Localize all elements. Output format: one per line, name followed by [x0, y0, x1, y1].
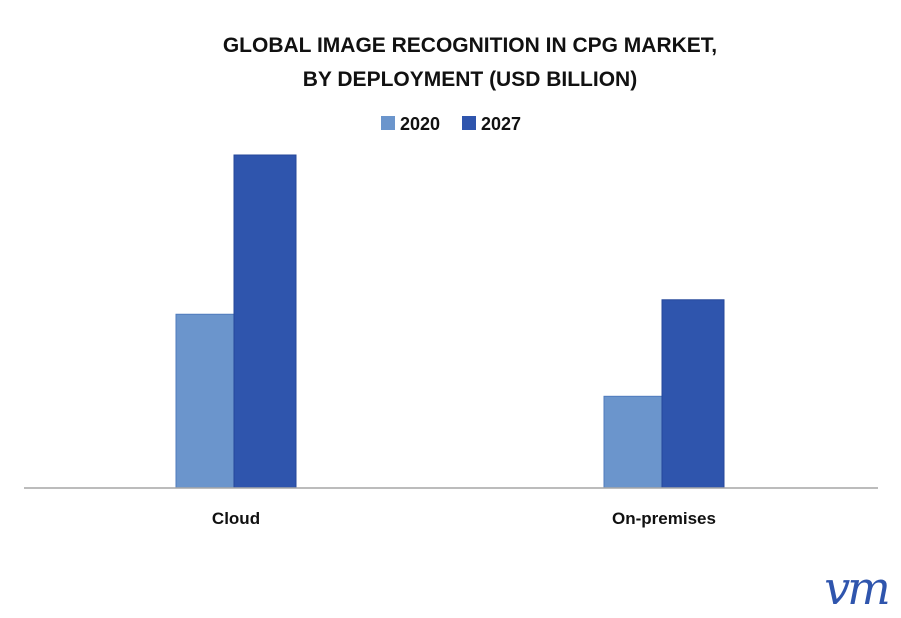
bar-cloud-2020 — [175, 313, 235, 489]
legend-label-2020: 2020 — [400, 114, 440, 134]
x-tick-label-cloud: Cloud — [212, 509, 260, 528]
chart-title: GLOBAL IMAGE RECOGNITION IN CPG MARKET, … — [223, 34, 717, 91]
bars-group — [175, 154, 725, 489]
brand-logo: vm — [824, 561, 891, 615]
legend-swatch-2027 — [462, 116, 476, 130]
legend: 2020 2027 — [381, 114, 521, 134]
bar-on-premises-2020 — [603, 395, 663, 489]
legend-swatch-2020 — [381, 116, 395, 130]
x-tick-labels: Cloud On-premises — [212, 509, 716, 528]
vmr-logo: vm — [824, 561, 888, 615]
bar-on-premises-2027 — [661, 299, 725, 489]
legend-label-2027: 2027 — [481, 114, 521, 134]
x-tick-label-on-premises: On-premises — [612, 509, 716, 528]
chart-title-line2: BY DEPLOYMENT (USD BILLION) — [303, 68, 637, 91]
chart-title-line1: GLOBAL IMAGE RECOGNITION IN CPG MARKET, — [223, 34, 717, 57]
bar-cloud-2027 — [233, 154, 297, 489]
